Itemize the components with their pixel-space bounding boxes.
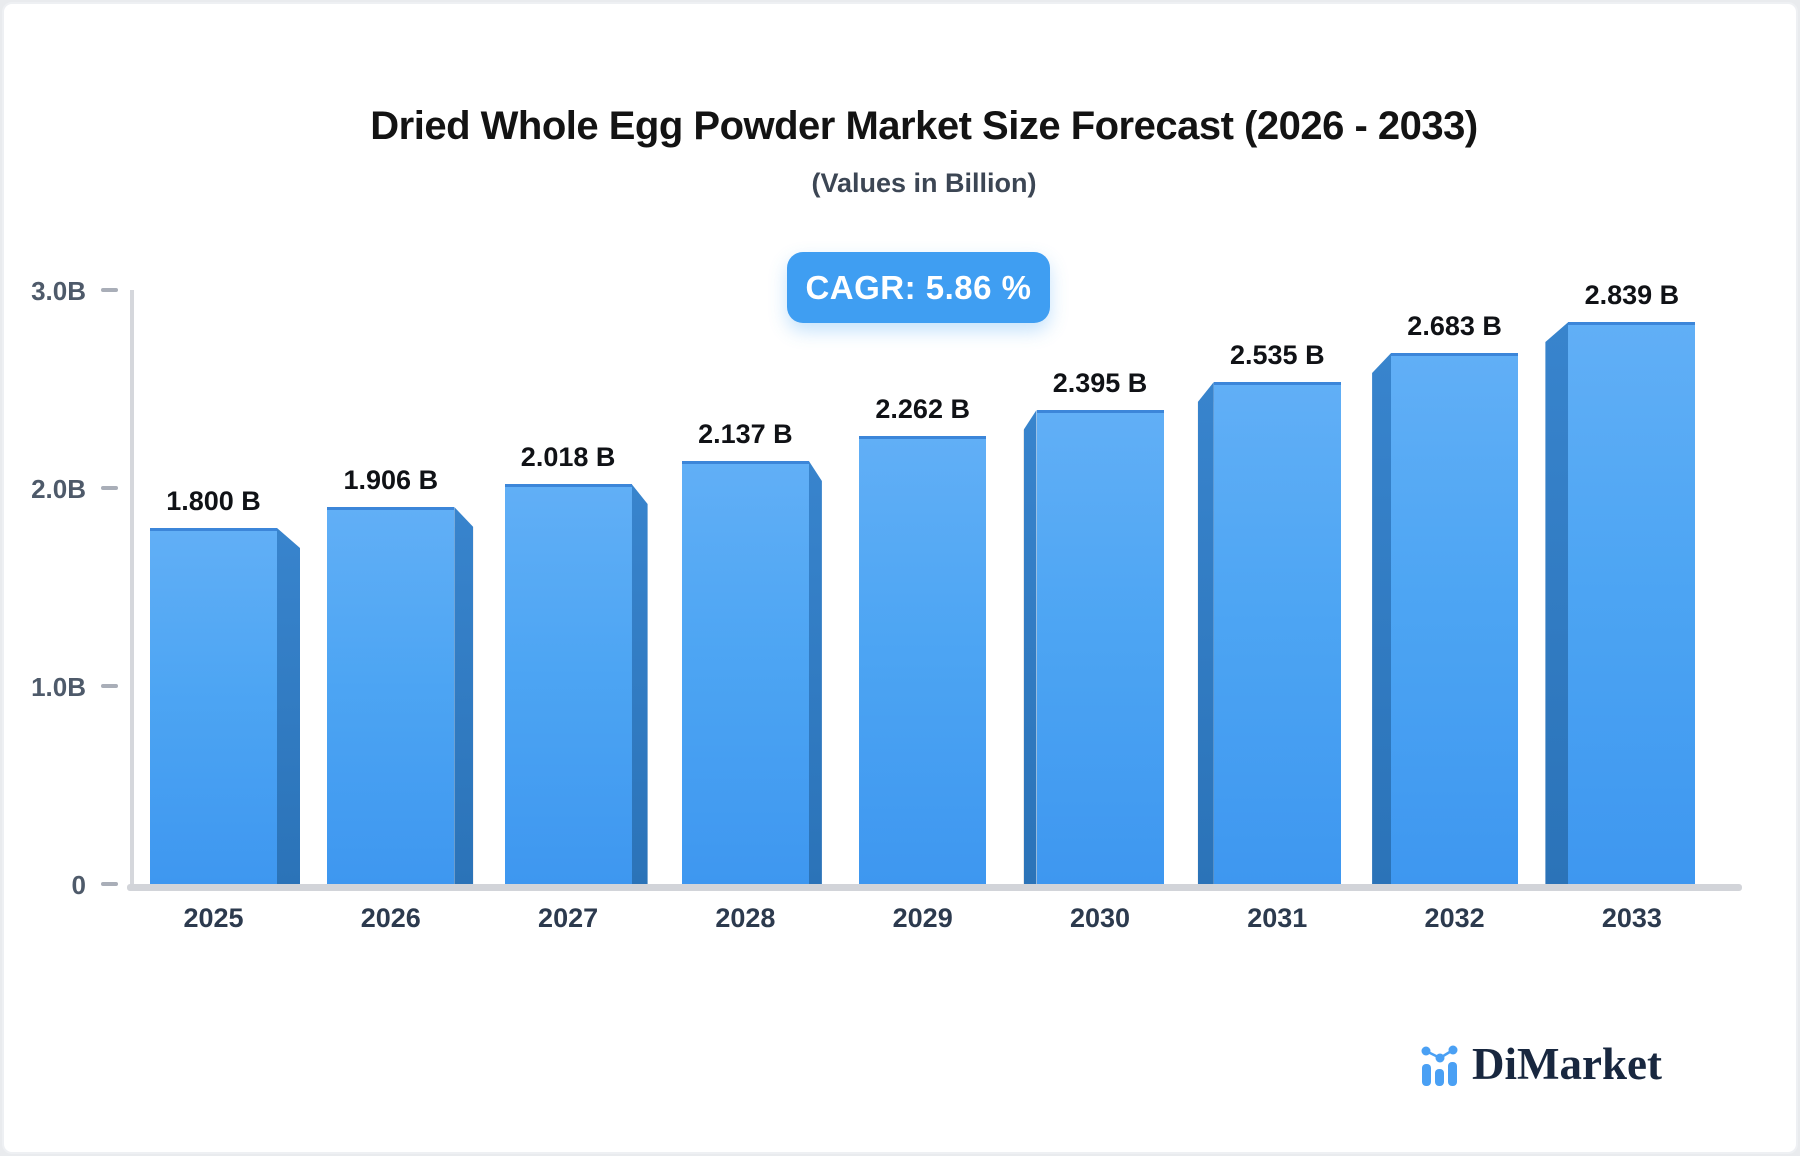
bar-value-label-2032: 2.683 B (1407, 311, 1502, 341)
cagr-badge: CAGR: 5.86 % (787, 252, 1050, 323)
bar-side-2028 (808, 461, 822, 884)
bar-value-label-2027: 2.018 B (520, 442, 616, 472)
bar-value-label-2028: 2.137 B (698, 419, 793, 449)
bar-value-label-2026: 1.906 B (343, 465, 439, 495)
bar-value-label-2030: 2.395 B (1052, 368, 1148, 398)
y-tick-mark (101, 882, 118, 886)
bar-2026 (327, 507, 455, 884)
bar-side-2033 (1545, 322, 1569, 884)
bar-side-2032 (1372, 353, 1392, 884)
y-tick-mark (101, 486, 118, 490)
x-axis-label-2030: 2030 (1069, 903, 1131, 933)
bar-side-2026 (454, 507, 474, 884)
bar-value-label-2033: 2.839 B (1584, 280, 1680, 310)
x-axis-label-2033: 2033 (1601, 903, 1662, 933)
cagr-badge-label: CAGR: 5.86 % (805, 268, 1032, 306)
bar-value-label-2025: 1.800 B (166, 486, 261, 516)
bar-2030 (1036, 410, 1164, 884)
bar-2025 (150, 528, 277, 884)
y-tick-label-2.0B: 2.0B (31, 474, 86, 504)
x-axis-label-2028: 2028 (715, 903, 776, 933)
y-tick-mark (101, 288, 118, 292)
brand-name: DiMarket (1472, 1039, 1662, 1089)
y-axis-line (130, 290, 134, 888)
page-subtitle: (Values in Billion) (811, 168, 1037, 198)
x-axis-label-2031: 2031 (1247, 903, 1308, 933)
x-axis-label-2027: 2027 (538, 903, 599, 933)
x-axis-baseline (127, 884, 1742, 891)
bar-side-2030 (1023, 410, 1037, 884)
bar-chart-logo-icon (1421, 1045, 1458, 1086)
page-title: Dried Whole Egg Powder Market Size Forec… (370, 104, 1478, 148)
bar-2028 (681, 461, 809, 884)
x-axis-label-2032: 2032 (1424, 903, 1485, 933)
bar-side-2027 (631, 484, 648, 884)
x-axis-label-2025: 2025 (183, 903, 244, 933)
bar-2033 (1568, 322, 1696, 884)
y-tick-mark (101, 684, 118, 688)
y-tick-label-0: 0 (71, 870, 86, 900)
bar-value-label-2029: 2.262 B (875, 394, 970, 424)
bar-2029 (859, 436, 987, 884)
bar-value-label-2031: 2.535 B (1230, 340, 1325, 370)
bar-side-2025 (277, 528, 300, 884)
y-tick-label-3.0B: 3.0B (31, 276, 86, 306)
y-tick-label-1.0B: 1.0B (31, 672, 86, 702)
bar-2032 (1391, 353, 1519, 884)
bar-2031 (1213, 382, 1341, 884)
bar-2027 (504, 484, 632, 884)
bar-side-2031 (1197, 382, 1214, 884)
x-axis-label-2026: 2026 (360, 903, 421, 933)
x-axis-label-2029: 2029 (892, 903, 953, 933)
brand-logo: DiMarket (1418, 1038, 1662, 1088)
